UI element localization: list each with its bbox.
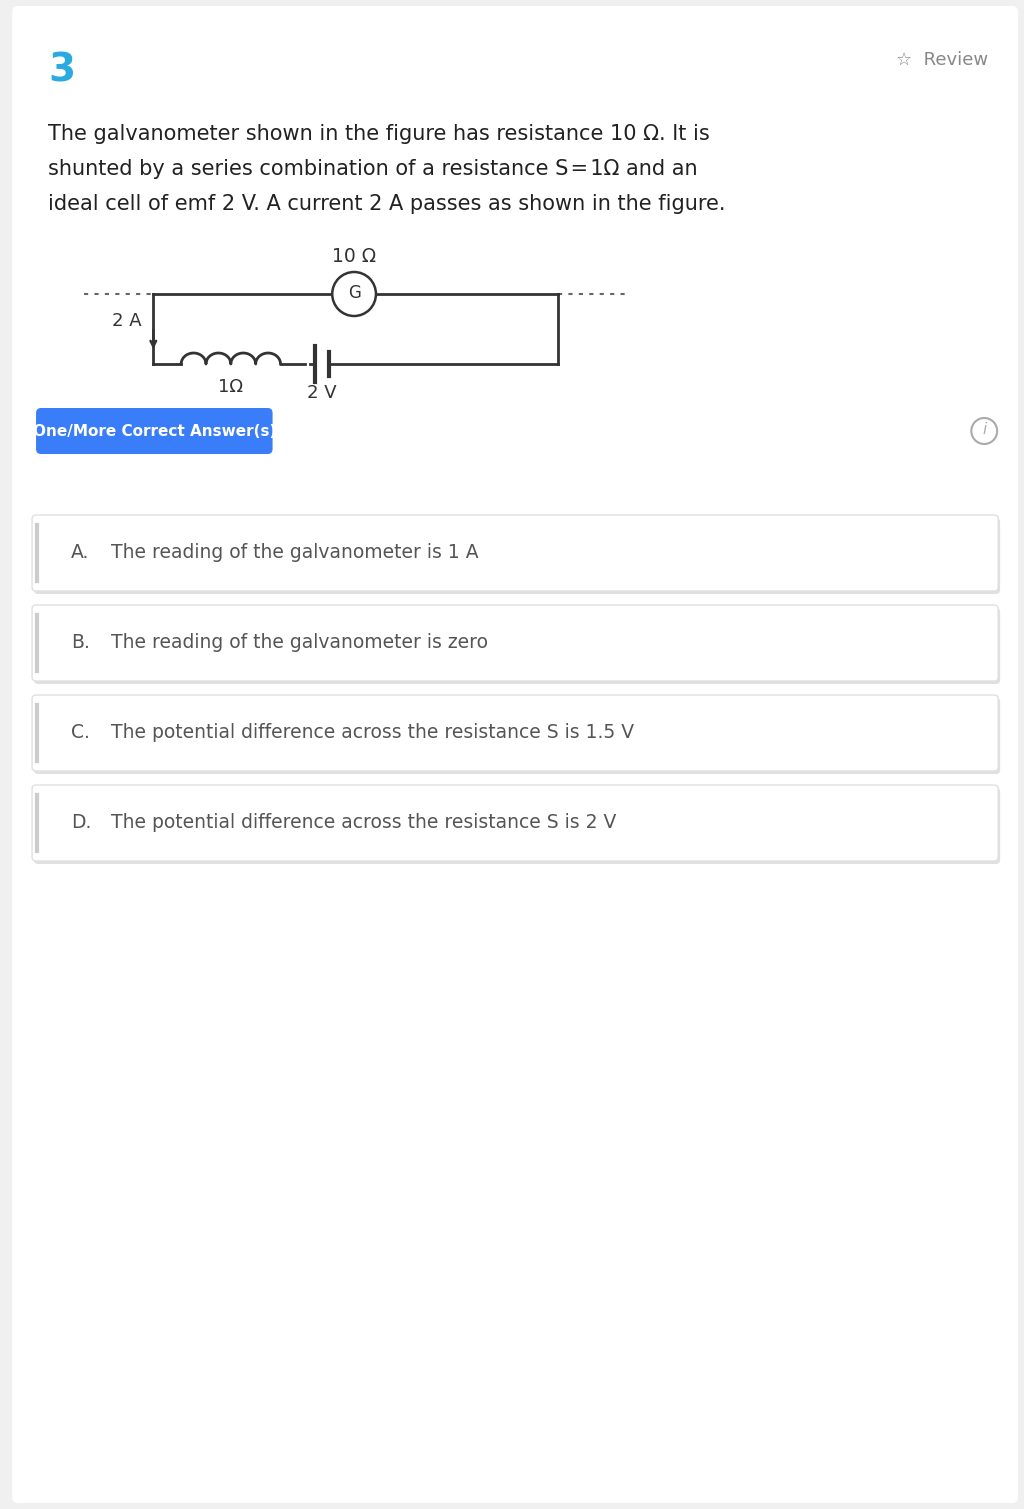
FancyBboxPatch shape [32,785,998,862]
Circle shape [332,272,376,315]
FancyBboxPatch shape [32,605,998,681]
Text: 1Ω: 1Ω [218,377,244,395]
Text: B.: B. [71,634,90,652]
Text: A.: A. [71,543,89,563]
FancyBboxPatch shape [34,518,1000,595]
FancyBboxPatch shape [32,696,998,771]
Text: i: i [982,423,986,438]
FancyBboxPatch shape [34,608,1000,684]
FancyBboxPatch shape [34,788,1000,865]
Text: shunted by a series combination of a resistance S = 1Ω and an: shunted by a series combination of a res… [48,158,697,180]
FancyBboxPatch shape [36,407,272,454]
Text: The potential difference across the resistance S is 2 V: The potential difference across the resi… [111,813,616,833]
Text: 10 Ω: 10 Ω [332,247,376,266]
Text: C.: C. [71,723,90,742]
Text: The potential difference across the resistance S is 1.5 V: The potential difference across the resi… [111,723,634,742]
Text: 2 V: 2 V [307,383,337,401]
Text: The reading of the galvanometer is zero: The reading of the galvanometer is zero [111,634,487,652]
FancyBboxPatch shape [32,515,998,592]
Text: One/More Correct Answer(s): One/More Correct Answer(s) [33,424,276,439]
Text: The galvanometer shown in the figure has resistance 10 Ω. It is: The galvanometer shown in the figure has… [48,124,710,143]
FancyBboxPatch shape [34,699,1000,774]
Text: D.: D. [71,813,91,833]
Text: G: G [348,284,360,302]
Text: ☆  Review: ☆ Review [896,51,988,69]
Text: The reading of the galvanometer is 1 A: The reading of the galvanometer is 1 A [111,543,478,563]
Text: 2 A: 2 A [112,312,141,330]
Text: ideal cell of emf 2 V. A current 2 A passes as shown in the figure.: ideal cell of emf 2 V. A current 2 A pas… [48,195,725,214]
Text: 3: 3 [48,51,75,89]
FancyBboxPatch shape [12,6,1018,1503]
